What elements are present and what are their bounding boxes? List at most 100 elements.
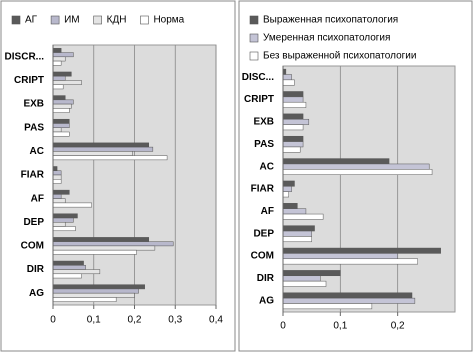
bar xyxy=(282,118,310,125)
bar xyxy=(282,230,312,237)
category-label: DIR xyxy=(257,273,275,284)
bar xyxy=(282,253,398,260)
bar xyxy=(52,288,139,294)
bar xyxy=(282,270,341,277)
bar xyxy=(282,191,289,198)
bar xyxy=(282,79,295,86)
x-tick-label: 0 xyxy=(280,321,286,332)
bar xyxy=(282,258,418,265)
bar xyxy=(282,113,304,120)
category-label: DISC... xyxy=(242,72,274,83)
bar xyxy=(52,241,174,247)
bar xyxy=(282,163,430,170)
bar xyxy=(52,71,72,77)
bar xyxy=(282,225,315,232)
bar xyxy=(282,236,312,243)
legend-swatch xyxy=(140,15,149,25)
category-label: DIR xyxy=(27,264,45,275)
legend-label: Умеренная психопатология xyxy=(263,33,390,44)
bar xyxy=(52,103,72,109)
bar xyxy=(52,226,76,232)
bar xyxy=(52,99,74,105)
bar xyxy=(282,135,304,142)
x-tick-label: 0,3 xyxy=(168,315,182,326)
bar xyxy=(52,146,154,152)
bar xyxy=(52,60,62,66)
legend-label: Без выраженной психопатологии xyxy=(263,51,416,62)
category-label: FIAR xyxy=(251,184,275,195)
bar xyxy=(282,74,292,81)
bar xyxy=(282,101,307,108)
bar xyxy=(52,213,78,219)
x-tick-label: 0,4 xyxy=(209,315,223,326)
category-label: PAS xyxy=(254,139,274,150)
category-label: AC xyxy=(260,161,274,172)
bar xyxy=(282,303,373,310)
category-label: DISCR... xyxy=(5,51,45,62)
category-label: PAS xyxy=(24,122,44,133)
bar xyxy=(52,189,70,195)
bar xyxy=(52,170,62,176)
bar xyxy=(52,174,62,180)
bar xyxy=(282,124,304,131)
bar xyxy=(282,297,416,304)
legend-swatch xyxy=(50,15,60,25)
bar xyxy=(282,208,307,215)
category-label: AF xyxy=(261,206,274,217)
category-label: AG xyxy=(259,295,274,306)
legend-label: ИМ xyxy=(64,15,80,26)
bar xyxy=(52,52,74,58)
category-label: AG xyxy=(29,288,44,299)
bar xyxy=(52,142,150,148)
bar xyxy=(52,179,62,184)
bar xyxy=(52,284,145,290)
bar xyxy=(52,127,62,133)
legend-swatch xyxy=(93,15,102,25)
bar xyxy=(282,247,441,254)
bar xyxy=(52,151,133,156)
category-label: DEP xyxy=(23,217,44,228)
bar xyxy=(52,202,92,208)
bar xyxy=(52,56,66,62)
legend-label: Норма xyxy=(153,15,184,26)
bar xyxy=(52,131,70,137)
legend-swatch xyxy=(249,51,259,61)
bar xyxy=(282,96,304,103)
category-label: COM xyxy=(21,241,44,252)
bar xyxy=(282,213,324,220)
bar xyxy=(52,48,62,53)
bar xyxy=(52,155,168,161)
bar xyxy=(282,186,292,192)
bar xyxy=(52,265,86,270)
bar xyxy=(282,180,295,187)
x-tick-label: 0 xyxy=(50,315,56,326)
bar xyxy=(282,203,298,209)
legend-label: АГ xyxy=(25,15,38,26)
legend-swatch xyxy=(11,15,21,25)
bar xyxy=(52,80,82,85)
category-label: AC xyxy=(30,146,44,157)
bar xyxy=(52,222,66,227)
category-label: CRIPT xyxy=(244,94,274,105)
x-tick-label: 0,2 xyxy=(391,321,405,332)
bar xyxy=(282,292,413,299)
bar xyxy=(282,141,304,148)
bar xyxy=(52,245,156,251)
bar xyxy=(52,108,70,113)
bar xyxy=(52,260,84,266)
category-label: EXB xyxy=(253,117,274,128)
category-label: FIAR xyxy=(21,170,45,181)
bar xyxy=(52,123,70,128)
bar xyxy=(52,249,137,255)
bar xyxy=(52,269,101,275)
x-tick-label: 0,1 xyxy=(333,321,347,332)
bar xyxy=(282,169,433,175)
bar xyxy=(52,292,135,298)
bar xyxy=(52,95,66,101)
bar xyxy=(282,275,321,282)
bar xyxy=(52,118,70,124)
x-tick-label: 0,2 xyxy=(128,315,142,326)
bar xyxy=(52,194,62,199)
category-label: EXB xyxy=(23,99,44,110)
